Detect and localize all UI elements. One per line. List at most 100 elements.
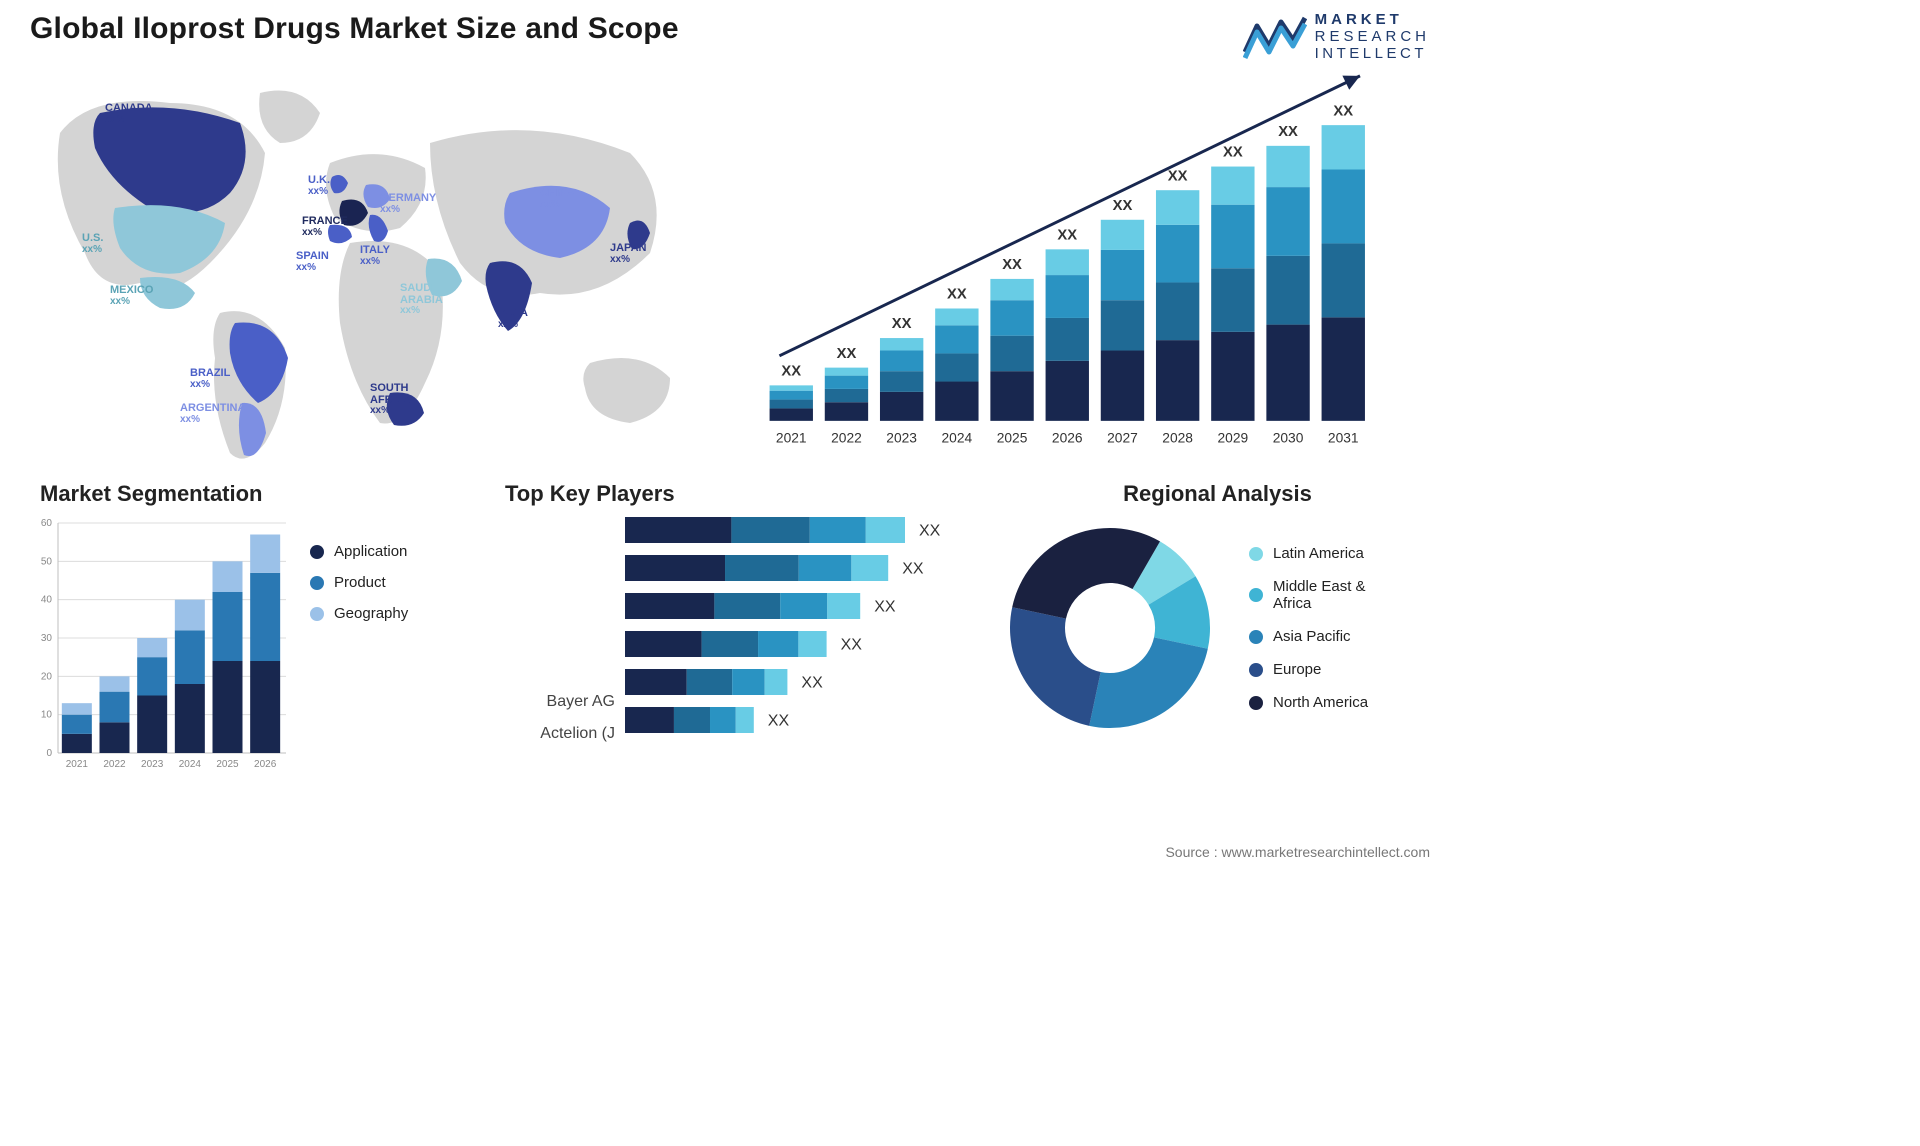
legend-item: Middle East & Africa bbox=[1249, 578, 1368, 612]
svg-text:XX: XX bbox=[1278, 124, 1298, 140]
legend-item: Asia Pacific bbox=[1249, 628, 1368, 645]
brand-logo-icon bbox=[1243, 14, 1307, 60]
legend-item: Latin America bbox=[1249, 545, 1368, 562]
legend-item: Application bbox=[310, 543, 408, 560]
svg-text:2030: 2030 bbox=[1273, 431, 1304, 446]
svg-text:2021: 2021 bbox=[776, 431, 807, 446]
players-title: Top Key Players bbox=[495, 481, 965, 507]
svg-text:2023: 2023 bbox=[886, 431, 917, 446]
svg-text:XX: XX bbox=[1223, 145, 1243, 161]
svg-text:10: 10 bbox=[41, 710, 53, 721]
svg-text:2025: 2025 bbox=[216, 759, 239, 770]
map-label: SAUDI ARABIAxx% bbox=[400, 283, 443, 317]
svg-text:XX: XX bbox=[947, 287, 967, 303]
map-label: JAPANxx% bbox=[610, 243, 646, 265]
map-label: MEXICOxx% bbox=[110, 285, 153, 307]
legend-swatch bbox=[310, 545, 324, 559]
legend-label: Asia Pacific bbox=[1273, 628, 1351, 645]
legend-label: Middle East & Africa bbox=[1273, 578, 1366, 612]
svg-text:XX: XX bbox=[801, 675, 823, 692]
svg-text:2026: 2026 bbox=[254, 759, 277, 770]
map-label: CHINAxx% bbox=[540, 188, 575, 210]
svg-text:2024: 2024 bbox=[179, 759, 202, 770]
svg-text:XX: XX bbox=[837, 346, 857, 362]
map-label: ITALYxx% bbox=[360, 245, 390, 267]
map-label: GERMANYxx% bbox=[380, 193, 436, 215]
svg-text:2028: 2028 bbox=[1162, 431, 1193, 446]
map-label: SPAINxx% bbox=[296, 251, 329, 273]
legend-swatch bbox=[1249, 696, 1263, 710]
legend-swatch bbox=[1249, 588, 1263, 602]
map-label: ARGENTINAxx% bbox=[180, 403, 245, 425]
growth-chart-panel: XX2021XX2022XX2023XX2024XX2025XX2026XX20… bbox=[740, 73, 1430, 473]
svg-text:XX: XX bbox=[841, 637, 863, 654]
svg-text:XX: XX bbox=[874, 599, 896, 616]
svg-text:XX: XX bbox=[781, 364, 801, 380]
svg-text:XX: XX bbox=[1333, 103, 1353, 119]
logo-line1: MARKET bbox=[1315, 12, 1430, 27]
legend-label: Application bbox=[334, 543, 407, 560]
players-labels: Bayer AG Actelion (J bbox=[495, 513, 615, 753]
svg-text:2027: 2027 bbox=[1107, 431, 1138, 446]
svg-text:2026: 2026 bbox=[1052, 431, 1083, 446]
player-label: Actelion (J bbox=[540, 721, 615, 747]
svg-text:0: 0 bbox=[46, 748, 52, 759]
players-section: Top Key Players Bayer AGActelion (J XXXX… bbox=[495, 481, 965, 773]
svg-text:20: 20 bbox=[41, 671, 53, 682]
segmentation-chart: 0 10 20 30 40 50 60 2021 2022 2023 2024 2025 2026 bbox=[30, 513, 290, 773]
legend-label: Europe bbox=[1273, 661, 1321, 678]
regional-section: Regional Analysis Latin America Middle Ea… bbox=[995, 481, 1430, 773]
legend-item: North America bbox=[1249, 694, 1368, 711]
legend-swatch bbox=[310, 576, 324, 590]
legend-label: Latin America bbox=[1273, 545, 1364, 562]
legend-item: Product bbox=[310, 574, 408, 591]
logo-line3: INTELLECT bbox=[1315, 46, 1430, 61]
segmentation-title: Market Segmentation bbox=[30, 481, 465, 507]
svg-text:2022: 2022 bbox=[831, 431, 862, 446]
svg-text:2023: 2023 bbox=[141, 759, 164, 770]
svg-text:XX: XX bbox=[902, 561, 924, 578]
segmentation-legend: Application Product Geography bbox=[310, 513, 408, 773]
map-label: SOUTH AFRICAxx% bbox=[370, 383, 412, 417]
svg-text:XX: XX bbox=[1113, 198, 1133, 214]
svg-text:2025: 2025 bbox=[997, 431, 1028, 446]
svg-text:60: 60 bbox=[41, 518, 53, 529]
legend-swatch bbox=[310, 607, 324, 621]
map-label: FRANCExx% bbox=[302, 216, 348, 238]
regional-title: Regional Analysis bbox=[995, 481, 1430, 507]
map-label: U.K.xx% bbox=[308, 175, 330, 197]
regional-legend: Latin America Middle East & Africa Asia Pa… bbox=[1249, 545, 1368, 711]
map-label: INDIAxx% bbox=[498, 308, 528, 330]
legend-label: Geography bbox=[334, 605, 408, 622]
svg-text:2022: 2022 bbox=[103, 759, 126, 770]
segmentation-section: Market Segmentation 0 10 20 30 40 50 60 2021 202… bbox=[30, 481, 465, 773]
logo-line2: RESEARCH bbox=[1315, 29, 1430, 44]
map-label: BRAZILxx% bbox=[190, 368, 230, 390]
legend-swatch bbox=[1249, 630, 1263, 644]
svg-text:XX: XX bbox=[1002, 257, 1022, 273]
source-text: Source : www.marketresearchintellect.com bbox=[1165, 844, 1430, 860]
legend-item: Europe bbox=[1249, 661, 1368, 678]
svg-text:XX: XX bbox=[892, 316, 912, 332]
regional-donut bbox=[995, 513, 1225, 743]
svg-text:XX: XX bbox=[1057, 227, 1077, 243]
map-label: CANADAxx% bbox=[105, 103, 153, 125]
svg-text:2029: 2029 bbox=[1218, 431, 1249, 446]
legend-label: North America bbox=[1273, 694, 1368, 711]
svg-text:2021: 2021 bbox=[66, 759, 89, 770]
brand-logo: MARKET RESEARCH INTELLECT bbox=[1243, 12, 1430, 61]
svg-text:30: 30 bbox=[41, 633, 53, 644]
growth-chart: XX2021XX2022XX2023XX2024XX2025XX2026XX20… bbox=[740, 73, 1430, 473]
legend-swatch bbox=[1249, 547, 1263, 561]
svg-text:XX: XX bbox=[919, 523, 941, 540]
svg-text:40: 40 bbox=[41, 595, 53, 606]
world-map-panel: CANADAxx%U.S.xx%MEXICOxx%BRAZILxx%ARGENT… bbox=[30, 73, 710, 473]
svg-text:XX: XX bbox=[768, 713, 790, 730]
players-chart: XX XX XX XX XX XX bbox=[625, 513, 965, 753]
legend-label: Product bbox=[334, 574, 386, 591]
page-title: Global Iloprost Drugs Market Size and Sc… bbox=[30, 12, 679, 46]
player-label: Bayer AG bbox=[547, 689, 615, 715]
svg-text:2031: 2031 bbox=[1328, 431, 1359, 446]
svg-text:XX: XX bbox=[1168, 168, 1188, 184]
svg-text:50: 50 bbox=[41, 556, 53, 567]
